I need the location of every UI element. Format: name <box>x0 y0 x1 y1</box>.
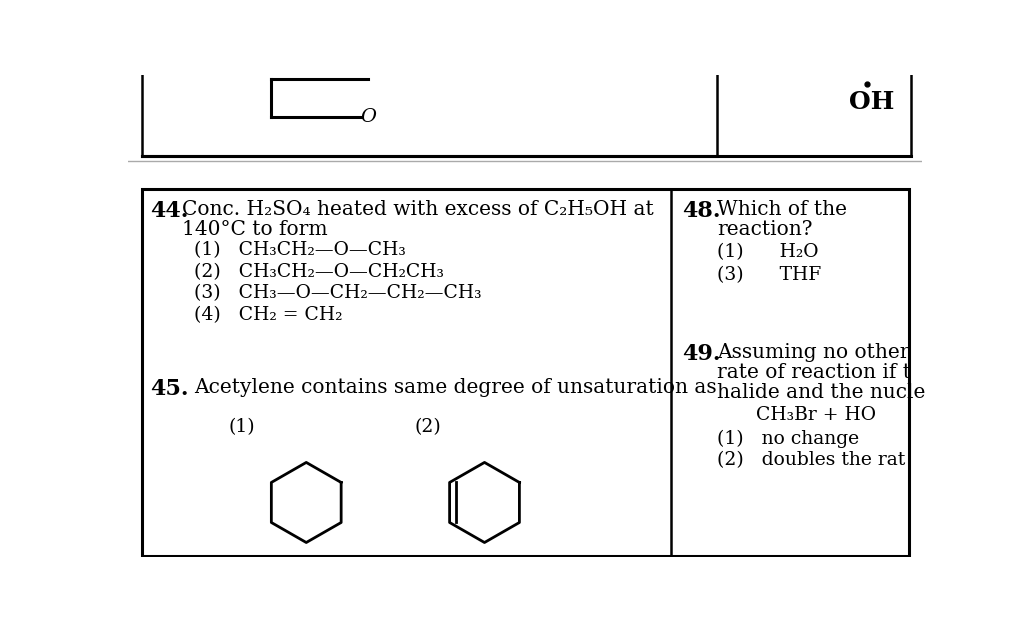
Text: CH₃Br + HO: CH₃Br + HO <box>756 406 876 424</box>
Text: (1)      H₂O: (1) H₂O <box>717 243 818 261</box>
Text: (2): (2) <box>415 418 441 436</box>
Text: Acetylene contains same degree of unsaturation as: Acetylene contains same degree of unsatu… <box>194 377 717 397</box>
Text: Assuming no other: Assuming no other <box>717 343 909 362</box>
Text: (4)   CH₂ = CH₂: (4) CH₂ = CH₂ <box>194 306 342 324</box>
Text: Which of the: Which of the <box>717 200 847 219</box>
Text: 48.: 48. <box>682 200 721 222</box>
Text: 49.: 49. <box>682 343 721 365</box>
Bar <box>142 189 909 556</box>
Text: halide and the nucle: halide and the nucle <box>717 383 926 402</box>
Text: (2)   CH₃CH₂—O—CH₂CH₃: (2) CH₃CH₂—O—CH₂CH₃ <box>194 263 443 281</box>
Text: (2)   doubles the rat: (2) doubles the rat <box>717 451 905 469</box>
Text: rate of reaction if t: rate of reaction if t <box>717 363 911 382</box>
Text: O: O <box>360 108 376 126</box>
Text: (1)   CH₃CH₂—O—CH₃: (1) CH₃CH₂—O—CH₃ <box>194 242 406 259</box>
Text: (3)      THF: (3) THF <box>717 266 821 284</box>
Text: (3)   CH₃—O—CH₂—CH₂—CH₃: (3) CH₃—O—CH₂—CH₂—CH₃ <box>194 285 481 302</box>
Text: reaction?: reaction? <box>717 220 812 239</box>
Text: 44.: 44. <box>150 200 188 222</box>
Text: (1)   no change: (1) no change <box>717 429 859 448</box>
Text: (1): (1) <box>228 418 255 436</box>
Text: 45.: 45. <box>150 377 188 400</box>
Text: Conc. H₂SO₄ heated with excess of C₂H₅OH at: Conc. H₂SO₄ heated with excess of C₂H₅OH… <box>182 200 654 219</box>
Text: OH: OH <box>849 90 895 114</box>
Text: 140°C to form: 140°C to form <box>182 220 328 239</box>
